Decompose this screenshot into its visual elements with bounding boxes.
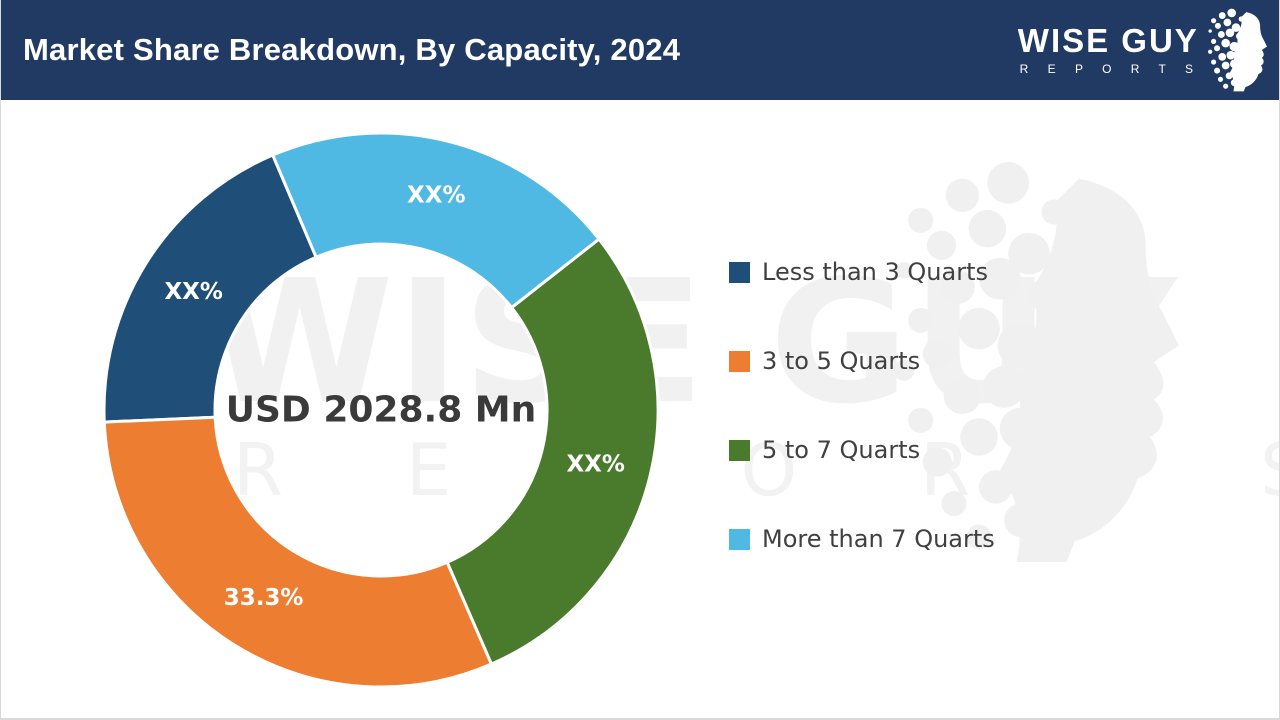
slice-value-label: 33.3% — [224, 585, 304, 611]
logo-wordmark-line2: R E P O R T S — [1019, 62, 1201, 76]
wise-guy-reports-logo: WISE GUY R E P O R T S — [1016, 7, 1267, 93]
legend-label: Less than 3 Quarts — [762, 258, 989, 286]
donut-segment-1 — [102, 153, 318, 424]
page-title: Market Share Breakdown, By Capacity, 202… — [23, 32, 681, 67]
chart-center-value: USD 2028.8 Mn — [225, 389, 537, 431]
face-profile-icon — [1205, 7, 1267, 93]
legend-label: More than 7 Quarts — [762, 525, 995, 553]
slice-value-label: XX% — [164, 279, 223, 305]
legend-label: 5 to 7 Quarts — [762, 436, 921, 464]
donut-chart: XX% 33.3% XX% XX% — [102, 131, 660, 689]
chart-legend: Less than 3 Quarts 3 to 5 Quarts 5 to 7 … — [729, 258, 995, 553]
legend-item-3-to-5-quarts: 3 to 5 Quarts — [729, 347, 995, 375]
legend-item-more-than-7-quarts: More than 7 Quarts — [729, 525, 995, 553]
donut-segment-4 — [271, 131, 601, 310]
donut-segment-3 — [445, 237, 660, 666]
legend-swatch-lightblue — [729, 528, 750, 550]
legend-item-5-to-7-quarts: 5 to 7 Quarts — [729, 436, 995, 464]
legend-swatch-green — [729, 439, 750, 461]
legend-swatch-orange — [729, 350, 750, 372]
legend-label: 3 to 5 Quarts — [762, 347, 921, 375]
legend-swatch-navy — [729, 261, 750, 283]
header-bar: Market Share Breakdown, By Capacity, 202… — [1, 0, 1279, 100]
slice-value-label: XX% — [407, 183, 466, 209]
donut-segment-2 — [102, 415, 493, 689]
slice-value-label: XX% — [566, 451, 625, 477]
legend-item-less-than-3-quarts: Less than 3 Quarts — [729, 258, 995, 286]
logo-wordmark: WISE GUY R E P O R T S — [1016, 24, 1201, 76]
logo-wordmark-line1: WISE GUY — [1017, 22, 1199, 59]
